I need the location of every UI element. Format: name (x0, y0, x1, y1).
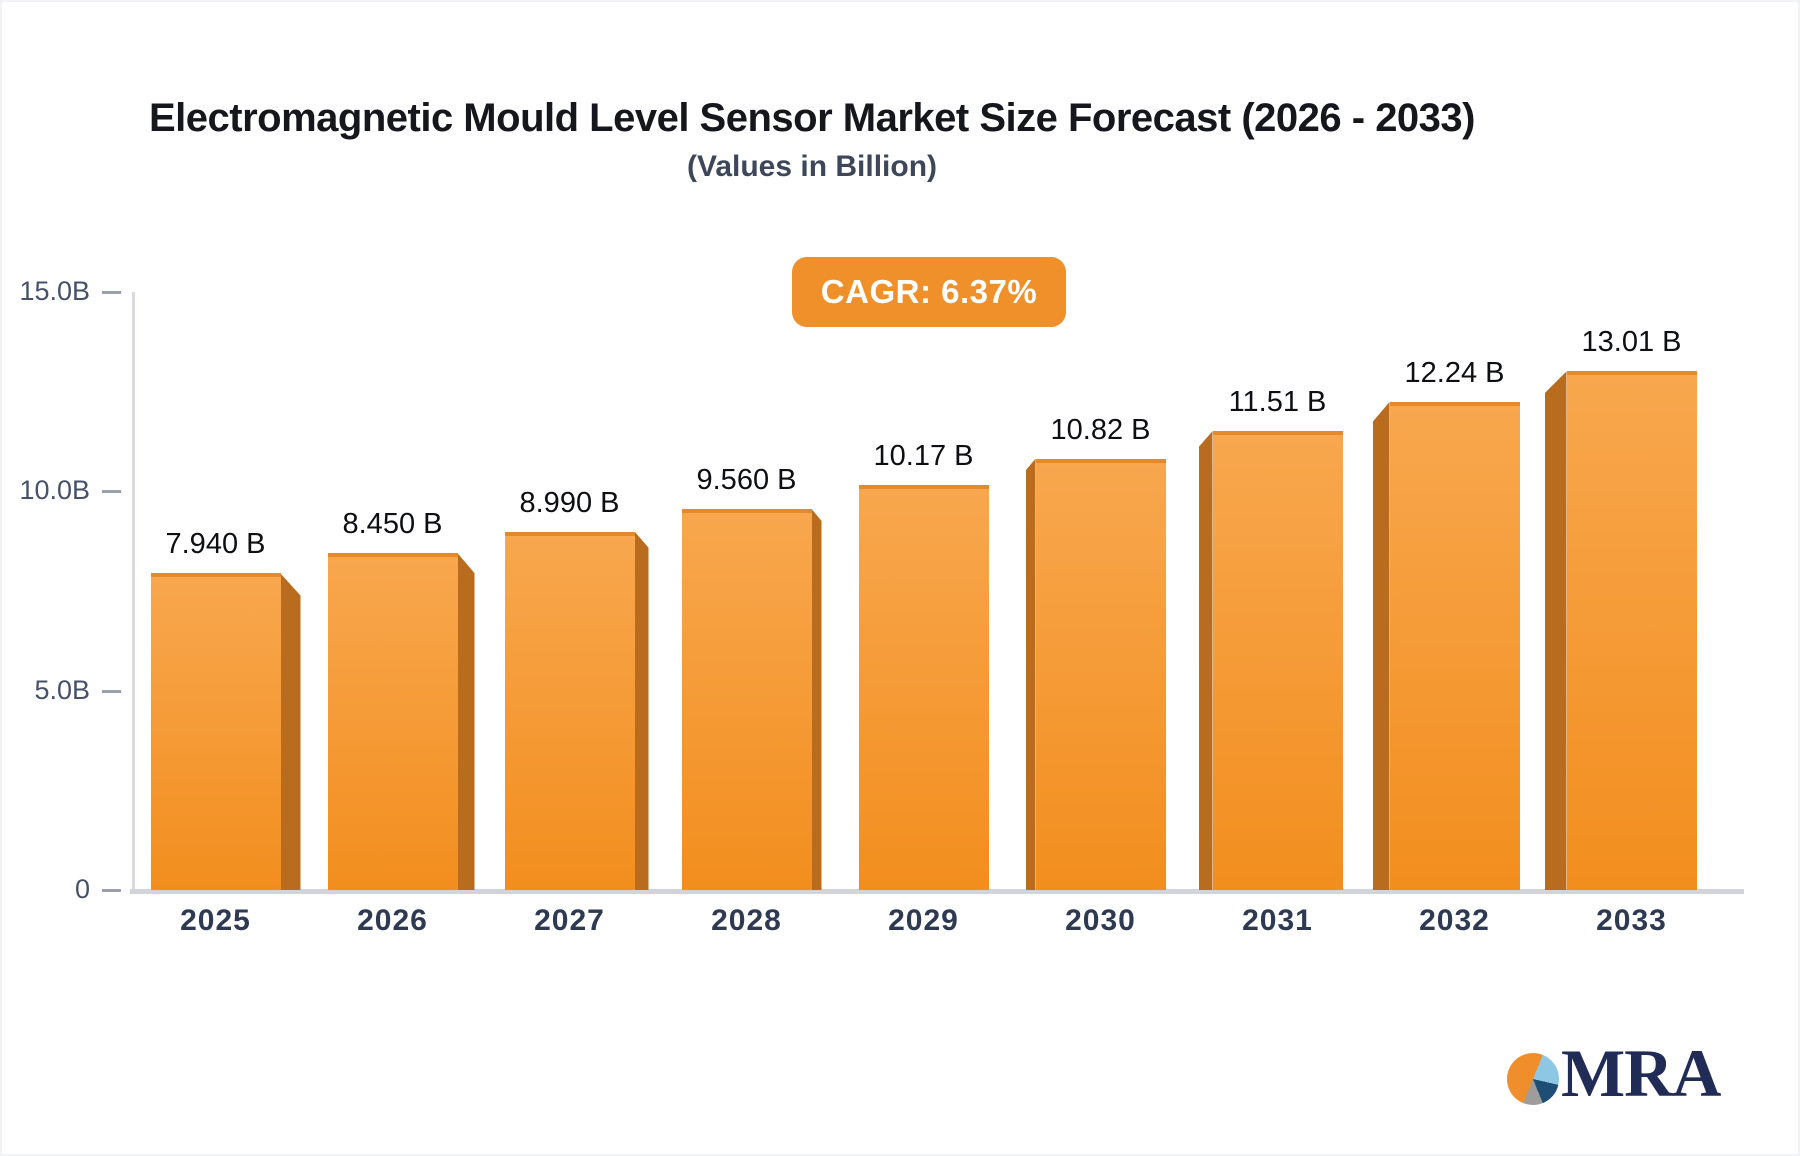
bar-value-label: 8.990 B (519, 486, 620, 519)
x-axis-category-label: 2025 (180, 904, 251, 937)
brand-logo-text: MRA (1561, 1035, 1721, 1111)
y-tick-label: 0 (74, 874, 90, 904)
chart-title: Electromagnetic Mould Level Sensor Marke… (148, 96, 1476, 140)
y-tick-label: 15.0B (19, 276, 90, 306)
y-tick (102, 291, 121, 294)
cagr-badge: CAGR: 6.37% (792, 257, 1066, 327)
bar-3d-side (811, 508, 822, 890)
pie-chart-logo-icon (1507, 1052, 1559, 1105)
bar-3d-side (634, 531, 649, 890)
bar (1035, 458, 1166, 890)
bar (1389, 402, 1520, 890)
x-axis-category-label: 2033 (1596, 904, 1667, 937)
x-axis-category-label: 2030 (1065, 904, 1136, 937)
bar-3d-side (280, 573, 301, 890)
bar-value-label: 10.82 B (1050, 413, 1151, 446)
bar-value-label: 10.17 B (873, 439, 974, 472)
bar (1212, 431, 1343, 890)
y-axis-line (132, 292, 135, 892)
bar (858, 484, 989, 890)
y-tick (102, 889, 121, 892)
bar-value-label: 13.01 B (1581, 326, 1682, 359)
x-axis-category-label: 2031 (1242, 904, 1313, 937)
bar (1566, 371, 1697, 890)
cagr-badge-label: CAGR: 6.37% (820, 273, 1038, 310)
x-axis-category-label: 2028 (711, 904, 782, 937)
x-axis-category-label: 2027 (534, 904, 605, 937)
bar-3d-side (1198, 431, 1213, 890)
bar-value-label: 9.560 B (696, 463, 797, 496)
y-tick (102, 689, 121, 693)
x-axis-category-label: 2032 (1419, 904, 1490, 937)
bar-3d-side (1372, 402, 1390, 890)
bar (504, 531, 635, 890)
y-tick-label: 10.0B (19, 475, 90, 506)
bar (150, 573, 281, 890)
bar-value-label: 12.24 B (1404, 357, 1505, 390)
bar-value-label: 7.940 B (165, 528, 266, 561)
chart-subtitle: (Values in Billion) (686, 150, 938, 183)
bar-3d-side (1544, 371, 1567, 890)
x-axis-category-label: 2026 (357, 904, 428, 937)
bar-3d-side (1025, 458, 1036, 890)
y-tick-label: 5.0B (34, 674, 90, 705)
bar (327, 553, 458, 890)
x-axis-category-label: 2029 (888, 904, 959, 937)
brand-logo: MRA (1507, 1034, 1721, 1113)
y-tick (102, 490, 121, 494)
bar-value-label: 11.51 B (1228, 386, 1327, 419)
bar-value-label: 8.450 B (342, 508, 443, 541)
x-axis-line (130, 889, 1744, 894)
bar (681, 508, 812, 890)
bar-3d-side (457, 553, 475, 890)
